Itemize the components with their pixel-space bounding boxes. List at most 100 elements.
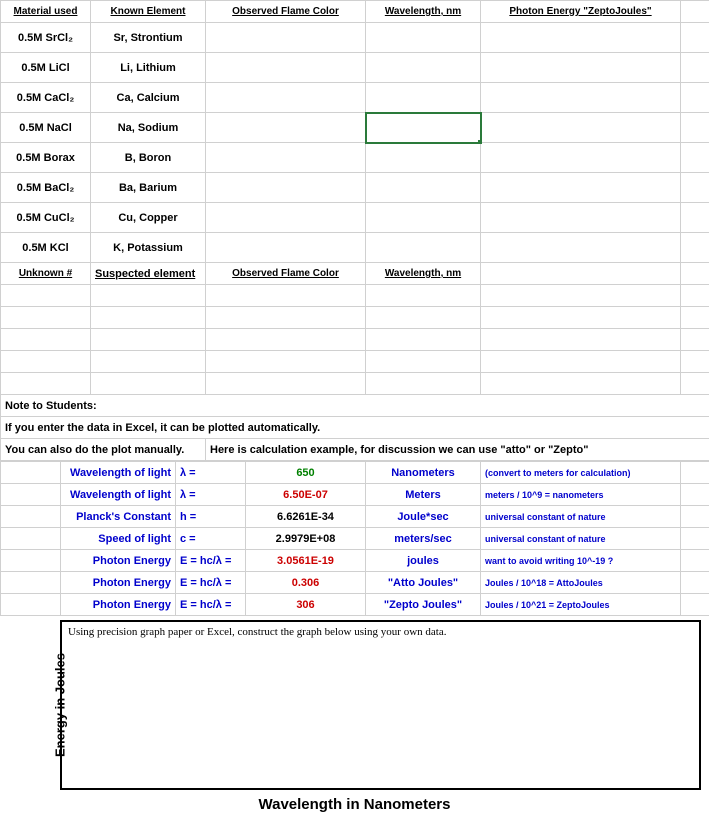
cell[interactable]	[481, 203, 681, 233]
calc-sym[interactable]: E = hc/λ =	[176, 572, 246, 594]
cell[interactable]	[366, 329, 481, 351]
cell[interactable]	[366, 203, 481, 233]
cell[interactable]	[1, 462, 61, 484]
cell[interactable]	[366, 233, 481, 263]
cell[interactable]	[681, 462, 709, 484]
cell[interactable]	[1, 329, 91, 351]
cell-element[interactable]: Na, Sodium	[91, 113, 206, 143]
cell[interactable]	[481, 263, 681, 285]
calc-note[interactable]: (convert to meters for calculation)	[481, 462, 681, 484]
calc-grid[interactable]: Wavelength of lightλ =650Nanometers(conv…	[0, 461, 709, 616]
cell[interactable]	[681, 1, 709, 23]
cell[interactable]	[481, 285, 681, 307]
cell-element[interactable]: B, Boron	[91, 143, 206, 173]
cell-element[interactable]: Ca, Calcium	[91, 83, 206, 113]
calc-desc[interactable]: Planck's Constant	[61, 506, 176, 528]
cell[interactable]	[681, 528, 709, 550]
cell[interactable]	[481, 351, 681, 373]
calc-unit[interactable]: meters/sec	[366, 528, 481, 550]
calc-unit[interactable]: Joule*sec	[366, 506, 481, 528]
cell-material[interactable]: 0.5M CuCl₂	[1, 203, 91, 233]
cell[interactable]	[366, 143, 481, 173]
cell[interactable]	[206, 53, 366, 83]
cell[interactable]	[681, 307, 709, 329]
cell[interactable]	[366, 173, 481, 203]
calc-sym[interactable]: λ =	[176, 484, 246, 506]
cell[interactable]	[206, 173, 366, 203]
cell[interactable]	[91, 329, 206, 351]
calc-val[interactable]: 3.0561E-19	[246, 550, 366, 572]
calc-note[interactable]: Joules / 10^21 = ZeptoJoules	[481, 594, 681, 616]
cell-element[interactable]: Cu, Copper	[91, 203, 206, 233]
cell[interactable]	[681, 143, 709, 173]
calc-note[interactable]: want to avoid writing 10^-19 ?	[481, 550, 681, 572]
calc-note[interactable]: universal constant of nature	[481, 528, 681, 550]
cell[interactable]	[206, 113, 366, 143]
cell[interactable]	[206, 307, 366, 329]
cell[interactable]	[681, 113, 709, 143]
cell[interactable]	[366, 285, 481, 307]
cell[interactable]	[91, 373, 206, 395]
calc-unit[interactable]: Meters	[366, 484, 481, 506]
cell[interactable]	[481, 53, 681, 83]
calc-val[interactable]: 306	[246, 594, 366, 616]
cell[interactable]	[681, 594, 709, 616]
cell[interactable]	[681, 173, 709, 203]
cell-element[interactable]: Sr, Strontium	[91, 23, 206, 53]
cell-material[interactable]: 0.5M NaCl	[1, 113, 91, 143]
cell[interactable]	[206, 143, 366, 173]
calc-sym[interactable]: E = hc/λ =	[176, 550, 246, 572]
calc-note[interactable]: Joules / 10^18 = AttoJoules	[481, 572, 681, 594]
cell-material[interactable]: 0.5M BaCl₂	[1, 173, 91, 203]
cell[interactable]	[681, 23, 709, 53]
calc-val[interactable]: 0.306	[246, 572, 366, 594]
calc-desc[interactable]: Photon Energy	[61, 550, 176, 572]
cell[interactable]	[1, 594, 61, 616]
calc-desc[interactable]: Speed of light	[61, 528, 176, 550]
cell[interactable]	[681, 263, 709, 285]
cell-material[interactable]: 0.5M SrCl₂	[1, 23, 91, 53]
cell[interactable]	[366, 53, 481, 83]
calc-note[interactable]: universal constant of nature	[481, 506, 681, 528]
cell[interactable]	[1, 484, 61, 506]
cell-material[interactable]: 0.5M KCl	[1, 233, 91, 263]
cell[interactable]	[481, 83, 681, 113]
cell[interactable]	[91, 351, 206, 373]
calc-note[interactable]: meters / 10^9 = nanometers	[481, 484, 681, 506]
cell[interactable]	[206, 23, 366, 53]
cell[interactable]	[681, 572, 709, 594]
cell[interactable]	[681, 285, 709, 307]
cell[interactable]	[1, 351, 91, 373]
cell[interactable]	[366, 351, 481, 373]
cell[interactable]	[366, 83, 481, 113]
cell[interactable]	[481, 143, 681, 173]
calc-sym[interactable]: h =	[176, 506, 246, 528]
cell[interactable]	[681, 233, 709, 263]
cell[interactable]	[366, 23, 481, 53]
calc-val[interactable]: 6.50E-07	[246, 484, 366, 506]
cell[interactable]	[206, 233, 366, 263]
cell-material[interactable]: 0.5M LiCl	[1, 53, 91, 83]
cell[interactable]	[481, 113, 681, 143]
cell[interactable]	[1, 373, 91, 395]
cell[interactable]	[681, 484, 709, 506]
cell[interactable]	[681, 203, 709, 233]
cell[interactable]	[681, 351, 709, 373]
cell[interactable]	[206, 373, 366, 395]
cell[interactable]	[681, 83, 709, 113]
cell[interactable]	[481, 233, 681, 263]
cell[interactable]	[481, 307, 681, 329]
cell-element[interactable]: K, Potassium	[91, 233, 206, 263]
cell[interactable]	[681, 550, 709, 572]
cell[interactable]	[1, 506, 61, 528]
cell[interactable]	[206, 285, 366, 307]
calc-sym[interactable]: c =	[176, 528, 246, 550]
calc-val[interactable]: 2.9979E+08	[246, 528, 366, 550]
cell[interactable]	[481, 329, 681, 351]
cell[interactable]	[481, 23, 681, 53]
cell[interactable]	[206, 203, 366, 233]
cell-material[interactable]: 0.5M Borax	[1, 143, 91, 173]
calc-unit[interactable]: "Zepto Joules"	[366, 594, 481, 616]
calc-unit[interactable]: Nanometers	[366, 462, 481, 484]
calc-sym[interactable]: λ =	[176, 462, 246, 484]
